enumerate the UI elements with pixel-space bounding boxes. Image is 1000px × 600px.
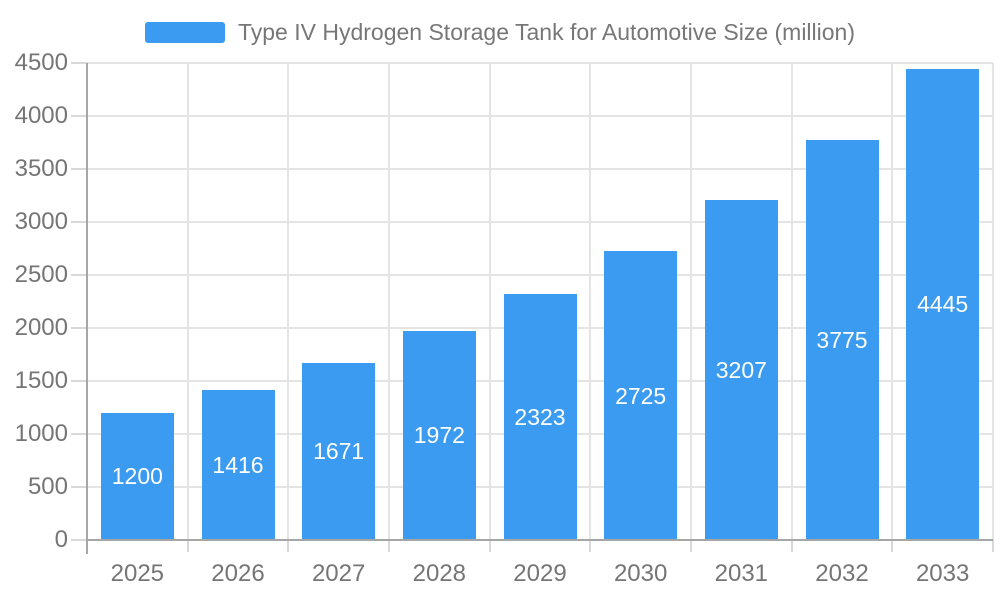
h-gridline (87, 274, 993, 276)
bar-value-label: 4445 (917, 291, 969, 318)
y-axis-line (86, 63, 88, 554)
bar-value-label: 2323 (514, 403, 566, 430)
x-axis-tick (488, 540, 491, 552)
y-axis-tick (71, 274, 87, 276)
bar[interactable]: 1416 (201, 389, 275, 540)
bar-value-label: 2725 (615, 382, 667, 409)
x-tick-label: 2027 (311, 560, 366, 587)
y-axis-tick (71, 539, 87, 541)
y-tick-label: 3500 (14, 155, 68, 182)
v-gridline (790, 63, 793, 540)
y-axis-tick (71, 433, 87, 435)
v-gridline (186, 63, 189, 540)
v-gridline (589, 63, 592, 540)
bar[interactable]: 3207 (704, 200, 778, 540)
x-axis-tick (186, 540, 189, 552)
bar[interactable]: 1972 (402, 330, 476, 540)
y-axis-tick (71, 221, 87, 223)
x-axis-tick (992, 540, 994, 552)
bar[interactable]: 1200 (100, 412, 174, 540)
h-gridline (87, 168, 993, 170)
y-tick-label: 1000 (14, 420, 68, 447)
x-tick-label: 2025 (110, 560, 165, 587)
x-tick-label: 2026 (211, 560, 265, 587)
bar[interactable]: 1671 (302, 362, 376, 540)
bar-value-label: 1671 (313, 438, 365, 465)
y-tick-label: 500 (27, 473, 68, 500)
x-axis-tick (589, 540, 592, 552)
legend-label: Type IV Hydrogen Storage Tank for Automo… (237, 19, 856, 45)
y-tick-label: 2000 (14, 314, 68, 341)
x-tick-label: 2028 (412, 560, 467, 587)
bar-value-label: 1972 (413, 422, 465, 449)
x-axis-tick (790, 540, 793, 552)
bar-value-label: 3775 (816, 326, 868, 353)
legend-swatch-icon (144, 21, 225, 43)
x-axis-tick (287, 540, 290, 552)
y-tick-label: 2500 (14, 261, 68, 288)
bar[interactable]: 3775 (805, 139, 879, 540)
v-gridline (891, 63, 894, 540)
h-gridline (87, 221, 993, 223)
x-axis-tick (891, 540, 894, 552)
x-axis-tick (690, 540, 692, 552)
v-gridline (388, 63, 390, 540)
y-tick-label: 0 (54, 526, 68, 553)
x-tick-label: 2033 (915, 560, 970, 587)
bar-value-label: 1200 (111, 463, 163, 490)
y-axis-tick (71, 62, 87, 64)
x-tick-label: 2032 (815, 560, 869, 587)
y-axis-tick (71, 486, 87, 488)
bar[interactable]: 4445 (906, 68, 980, 540)
legend-item[interactable]: Type IV Hydrogen Storage Tank for Automo… (0, 18, 1000, 46)
x-axis-tick (388, 540, 390, 552)
x-tick-label: 2031 (714, 560, 769, 587)
y-tick-label: 4500 (14, 49, 68, 76)
v-gridline (488, 63, 491, 540)
y-tick-label: 3000 (14, 208, 68, 235)
y-axis-tick (71, 380, 87, 382)
x-tick-label: 2029 (513, 560, 567, 587)
bar[interactable]: 2323 (503, 293, 577, 540)
y-axis-tick (71, 327, 87, 329)
y-tick-label: 1500 (14, 367, 68, 394)
y-tick-label: 4000 (14, 102, 68, 129)
x-tick-label: 2030 (613, 560, 668, 587)
y-axis-tick (71, 115, 87, 117)
v-gridline (992, 63, 994, 540)
h-gridline (87, 62, 993, 64)
bar-value-label: 1416 (212, 451, 264, 478)
h-gridline (87, 115, 993, 117)
bar-value-label: 3207 (715, 357, 767, 384)
v-gridline (287, 63, 290, 540)
v-gridline (690, 63, 692, 540)
x-axis-line (87, 539, 993, 541)
bar[interactable]: 2725 (604, 251, 678, 540)
y-axis-tick (71, 168, 87, 170)
